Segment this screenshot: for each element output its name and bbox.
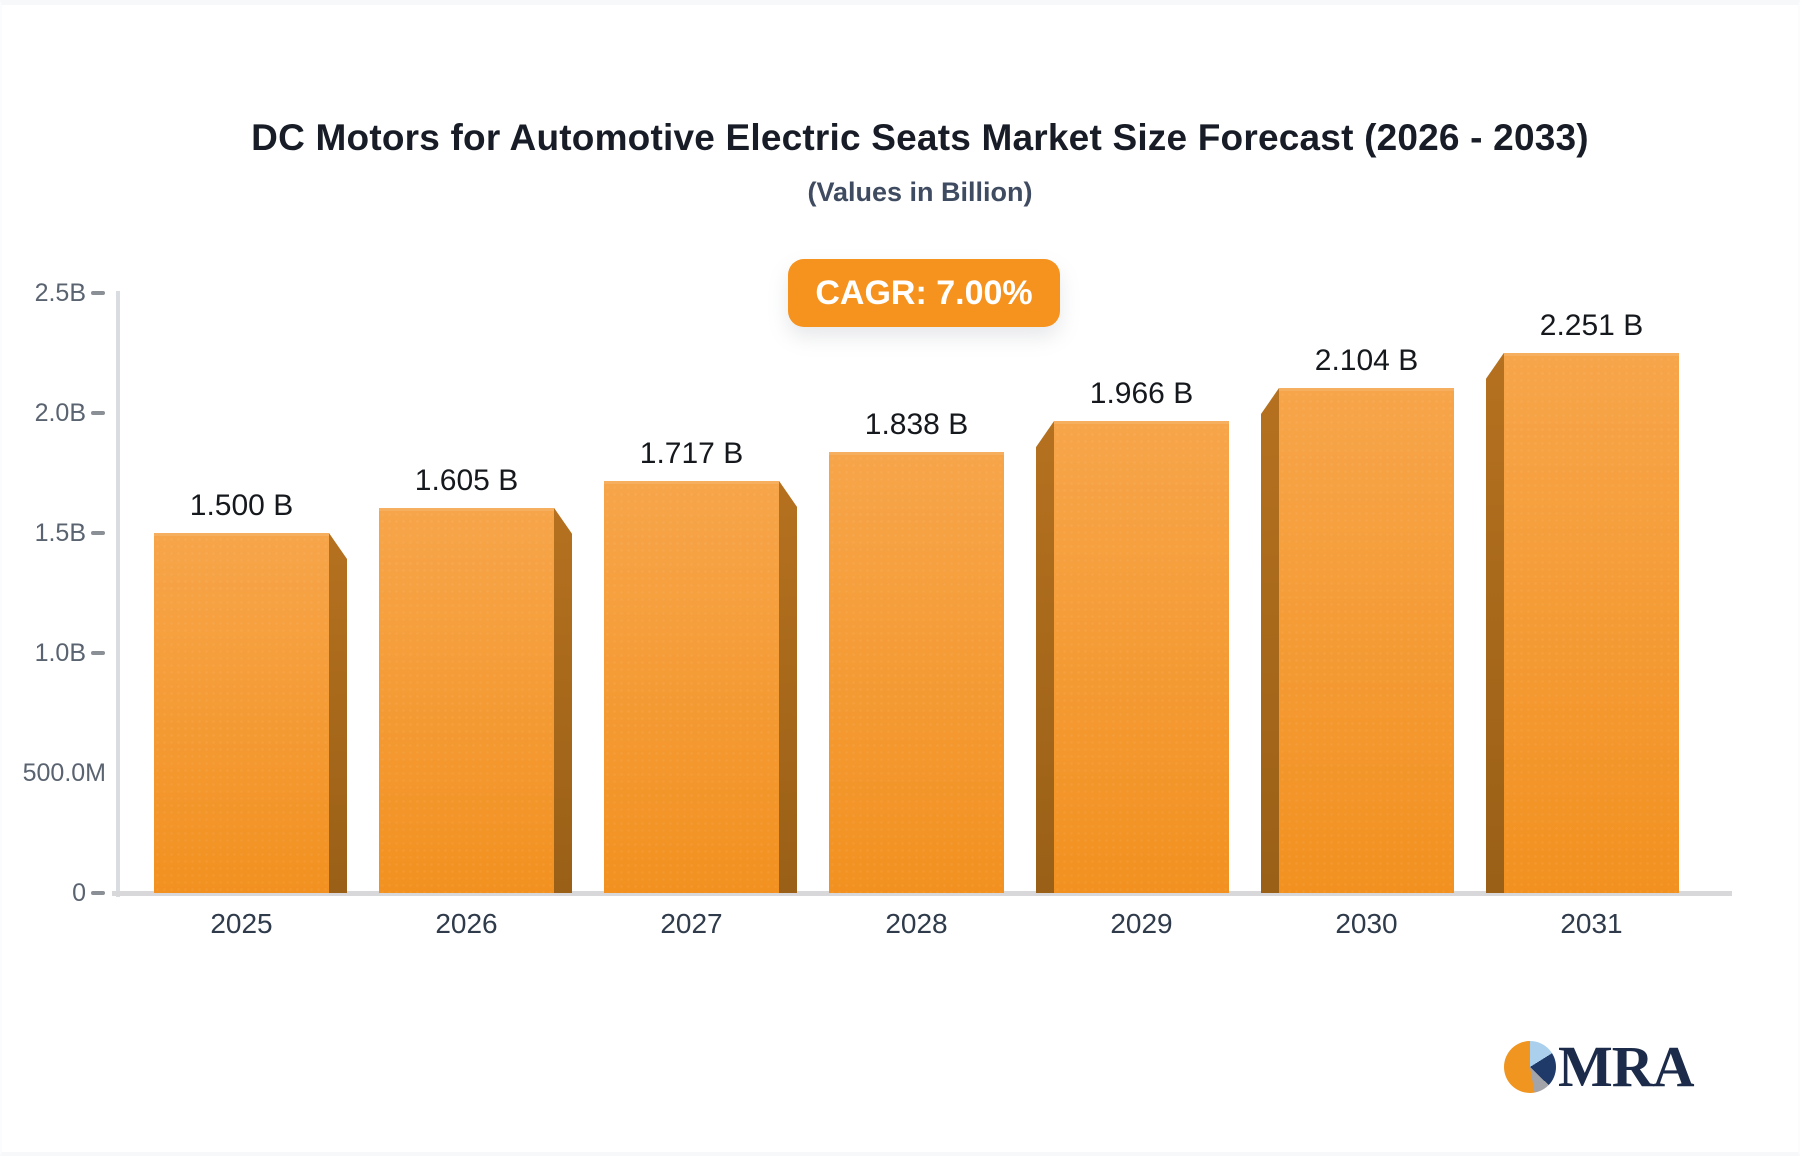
bar-2025: 1.500 B [154, 489, 347, 893]
bar-face [604, 480, 779, 894]
x-axis-label-2027: 2027 [660, 908, 723, 939]
x-axis-label-2028: 2028 [885, 908, 948, 939]
bar-2028: 1.838 B [829, 408, 1004, 894]
y-tick-dash [91, 531, 105, 535]
y-tick-dash [91, 411, 105, 415]
chart-title: DC Motors for Automotive Electric Seats … [251, 117, 1589, 158]
x-axis-label-2031: 2031 [1560, 908, 1623, 939]
bar-face [1054, 421, 1229, 893]
bar-side-face [329, 533, 347, 893]
bar-side-face [1261, 388, 1279, 893]
bar-side-face [554, 507, 572, 893]
bar-side-face [779, 480, 797, 893]
mra-logo-text: MRA [1558, 1034, 1695, 1099]
bar-side-face [1486, 352, 1504, 893]
bar-value-label-2029: 1.966 B [1089, 377, 1194, 411]
x-axis-line [112, 891, 1732, 896]
y-tick-dash [91, 891, 105, 895]
bar-2030: 2.104 B [1261, 344, 1454, 893]
bar-face [829, 451, 1004, 894]
bar-face [379, 507, 554, 894]
bar-value-label-2030: 2.104 B [1314, 344, 1419, 378]
y-tick-label-500.0M: 500.0M [22, 759, 106, 787]
y-tick-label-1.0B: 1.0B [34, 639, 86, 667]
x-axis-label-2029: 2029 [1110, 908, 1173, 939]
mra-logo: MRA [1504, 1034, 1695, 1099]
bar-side-face [1036, 421, 1054, 893]
bar-value-label-2031: 2.251 B [1539, 308, 1644, 342]
y-tick-dash [91, 291, 105, 295]
bar-2029: 1.966 B [1036, 377, 1229, 893]
bar-2026: 1.605 B [379, 464, 572, 894]
y-tick-label-0: 0 [72, 879, 86, 907]
bar-face [1504, 352, 1679, 894]
chart-subtitle: (Values in Billion) [807, 177, 1033, 207]
x-axis-label-2030: 2030 [1335, 908, 1398, 939]
bar-value-label-2026: 1.605 B [414, 463, 519, 497]
bar-value-label-2025: 1.500 B [189, 489, 294, 522]
bar-face [1279, 388, 1454, 893]
bar-value-label-2027: 1.717 B [639, 436, 744, 470]
bar-2027: 1.717 B [604, 437, 797, 894]
bar-face [154, 533, 329, 893]
bar-value-label-2028: 1.838 B [864, 407, 969, 441]
bar-2031: 2.251 B [1486, 309, 1679, 894]
y-tick-label-2.0B: 2.0B [34, 399, 86, 427]
x-axis-label-2025: 2025 [210, 908, 273, 939]
pie-chart-logo-icon [1504, 1041, 1556, 1093]
y-tick-label-2.5B: 2.5B [34, 279, 86, 307]
x-axis-label-2026: 2026 [435, 908, 498, 939]
cagr-badge: CAGR: 7.00% [788, 259, 1060, 327]
y-tick-label-1.5B: 1.5B [34, 519, 86, 547]
y-tick-dash [91, 651, 105, 655]
y-axis-line [116, 291, 120, 897]
